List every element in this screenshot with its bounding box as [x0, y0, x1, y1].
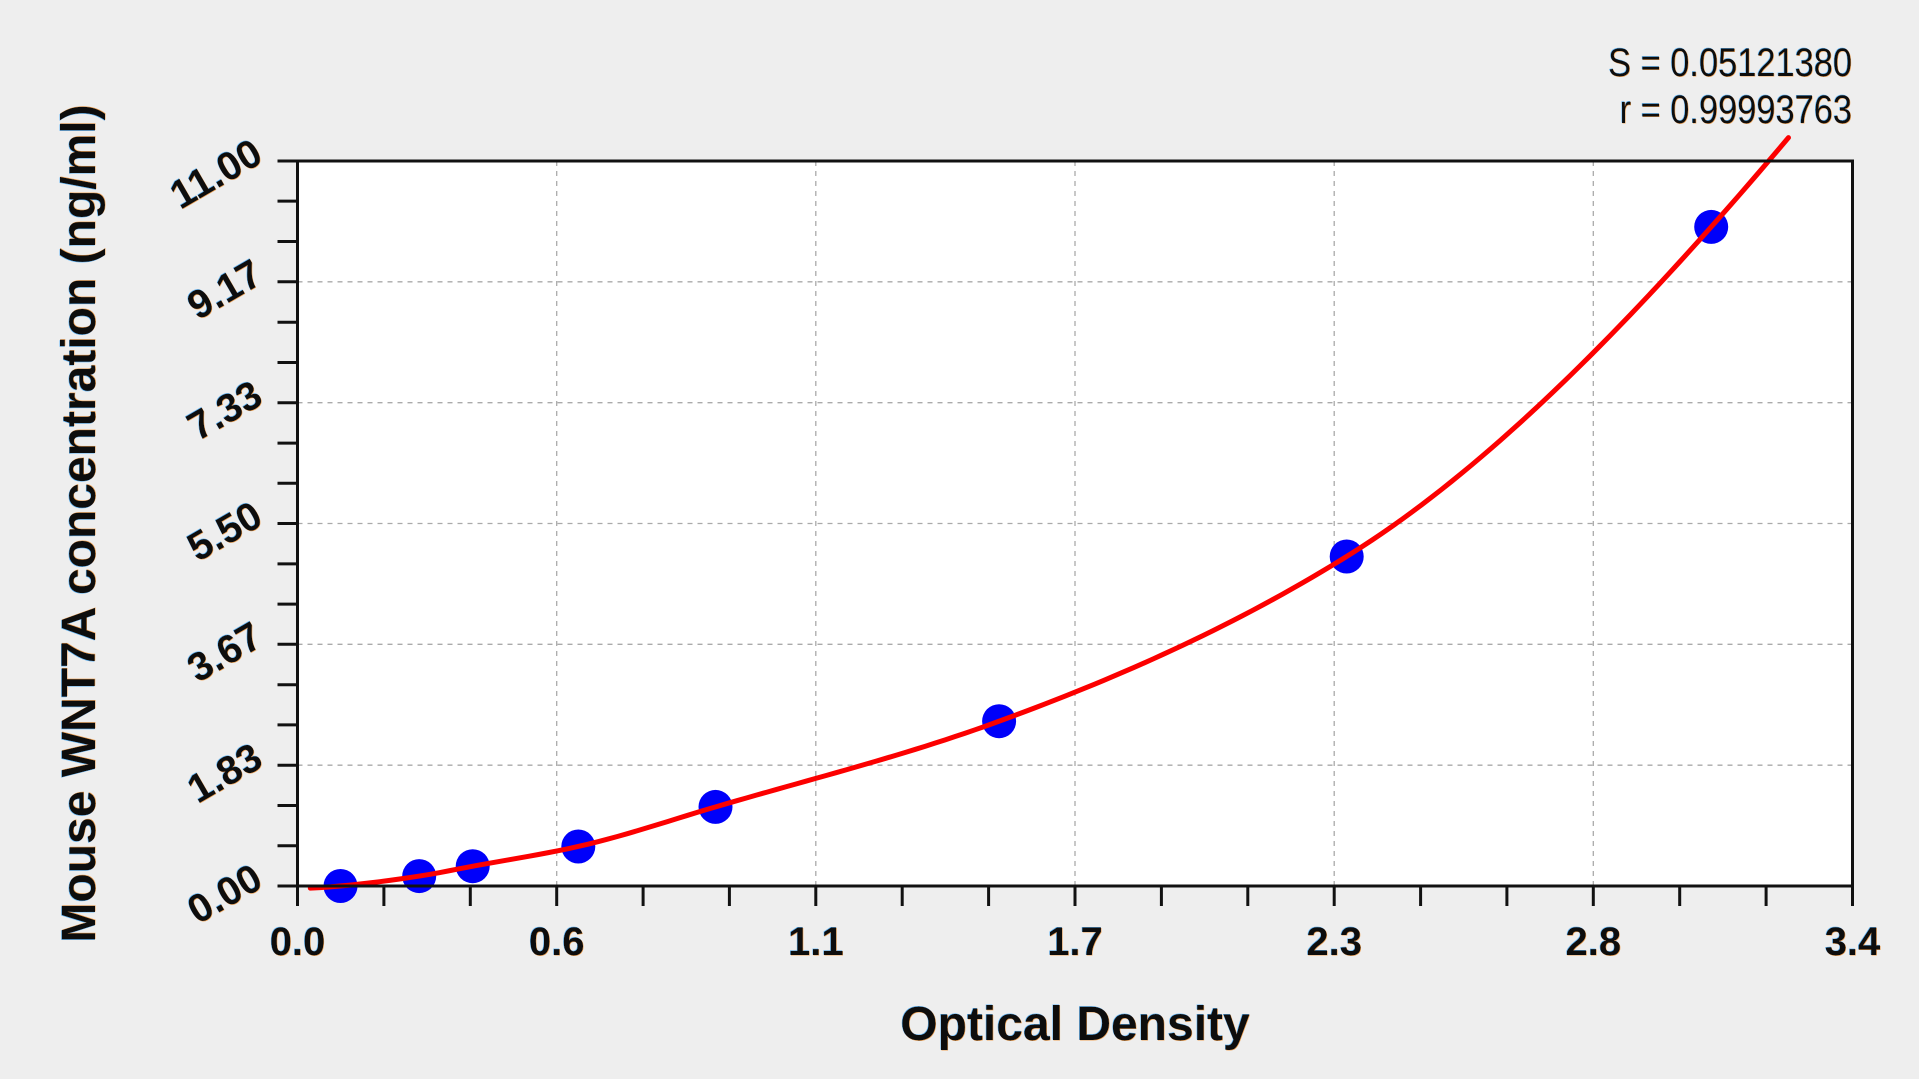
svg-text:S = 0.05121380: S = 0.05121380 — [1608, 40, 1852, 85]
svg-text:2.3: 2.3 — [1306, 920, 1362, 964]
svg-text:0.0: 0.0 — [270, 920, 326, 964]
svg-text:r = 0.99993763: r = 0.99993763 — [1620, 87, 1852, 132]
svg-text:2.8: 2.8 — [1565, 920, 1621, 964]
svg-text:0.6: 0.6 — [529, 920, 585, 964]
svg-text:Mouse WNT7A concentration (ng/: Mouse WNT7A concentration (ng/ml) — [53, 104, 106, 942]
svg-text:Optical Density: Optical Density — [900, 998, 1250, 1051]
svg-text:1.7: 1.7 — [1047, 920, 1103, 964]
svg-text:3.4: 3.4 — [1825, 920, 1881, 964]
svg-text:1.1: 1.1 — [788, 920, 844, 964]
